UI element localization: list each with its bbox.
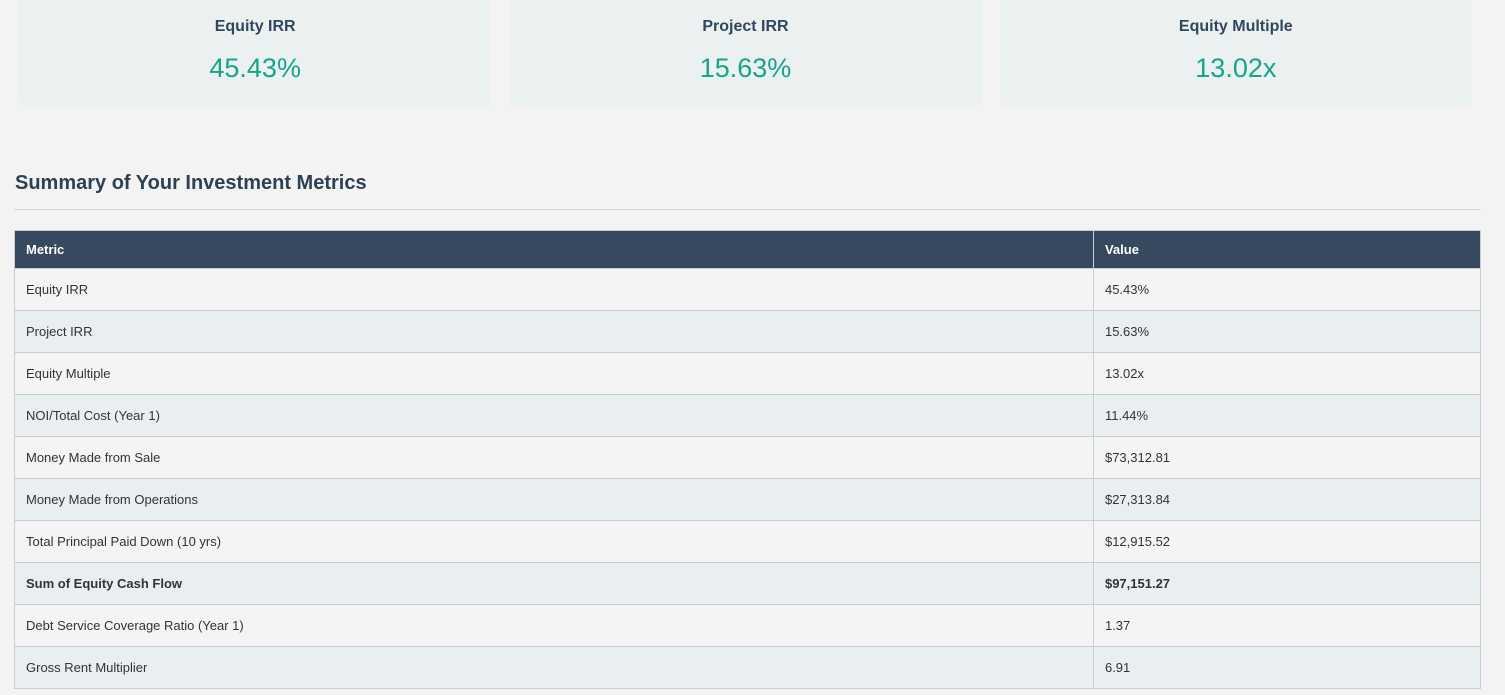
card-value: 45.43% xyxy=(209,53,301,83)
metrics-table-head: Metric Value xyxy=(14,230,1482,269)
value-cell: $73,312.81 xyxy=(1092,436,1482,479)
value-cell: $12,915.52 xyxy=(1092,520,1482,563)
table-row: Total Principal Paid Down (10 yrs) $12,9… xyxy=(14,520,1482,563)
metric-cards: Equity IRR 45.43% Project IRR 15.63% Equ… xyxy=(0,0,1505,107)
metric-cell: Equity IRR xyxy=(14,268,1094,311)
metrics-table-body: Equity IRR 45.43% Project IRR 15.63% Equ… xyxy=(14,268,1482,689)
metric-cell: Money Made from Sale xyxy=(14,436,1094,479)
table-row: Sum of Equity Cash Flow $97,151.27 xyxy=(14,562,1482,605)
table-row: Money Made from Sale $73,312.81 xyxy=(14,436,1482,479)
value-cell: $97,151.27 xyxy=(1092,562,1482,605)
metric-cell: Gross Rent Multiplier xyxy=(14,646,1094,689)
section-divider xyxy=(14,209,1481,210)
table-row: NOI/Total Cost (Year 1) 11.44% xyxy=(14,394,1482,437)
metric-cell: NOI/Total Cost (Year 1) xyxy=(14,394,1094,437)
metric-card-equity-multiple: Equity Multiple 13.02x xyxy=(999,0,1472,107)
value-cell: $27,313.84 xyxy=(1092,478,1482,521)
header-row: Metric Value xyxy=(14,230,1482,269)
column-header-metric: Metric xyxy=(14,230,1094,269)
metrics-table-wrap: Metric Value Equity IRR 45.43% Project I… xyxy=(14,230,1482,689)
metric-cell: Debt Service Coverage Ratio (Year 1) xyxy=(14,604,1094,647)
metric-cell: Total Principal Paid Down (10 yrs) xyxy=(14,520,1094,563)
value-cell: 45.43% xyxy=(1092,268,1482,311)
table-row: Equity IRR 45.43% xyxy=(14,268,1482,311)
metric-cell: Money Made from Operations xyxy=(14,478,1094,521)
value-cell: 11.44% xyxy=(1092,394,1482,437)
page-title: Summary of Your Investment Metrics xyxy=(15,172,367,194)
table-row: Money Made from Operations $27,313.84 xyxy=(14,478,1482,521)
table-row: Gross Rent Multiplier 6.91 xyxy=(14,646,1482,689)
value-cell: 6.91 xyxy=(1092,646,1482,689)
table-row: Debt Service Coverage Ratio (Year 1) 1.3… xyxy=(14,604,1482,647)
value-cell: 1.37 xyxy=(1092,604,1482,647)
table-row: Project IRR 15.63% xyxy=(14,310,1482,353)
metric-cell: Sum of Equity Cash Flow xyxy=(14,562,1094,605)
metrics-table: Metric Value Equity IRR 45.43% Project I… xyxy=(14,230,1482,689)
metric-card-project-irr: Project IRR 15.63% xyxy=(509,0,982,107)
card-title: Project IRR xyxy=(702,18,789,35)
value-cell: 13.02x xyxy=(1092,352,1482,395)
metric-cell: Equity Multiple xyxy=(14,352,1094,395)
card-value: 15.63% xyxy=(699,53,792,83)
metric-card-equity-irr: Equity IRR 45.43% xyxy=(19,0,492,107)
value-cell: 15.63% xyxy=(1092,310,1482,353)
table-row: Equity Multiple 13.02x xyxy=(14,352,1482,395)
card-title: Equity Multiple xyxy=(1178,18,1293,35)
card-title: Equity IRR xyxy=(214,18,296,35)
card-value: 13.02x xyxy=(1195,53,1277,83)
column-header-value: Value xyxy=(1092,230,1482,269)
metric-cell: Project IRR xyxy=(14,310,1094,353)
